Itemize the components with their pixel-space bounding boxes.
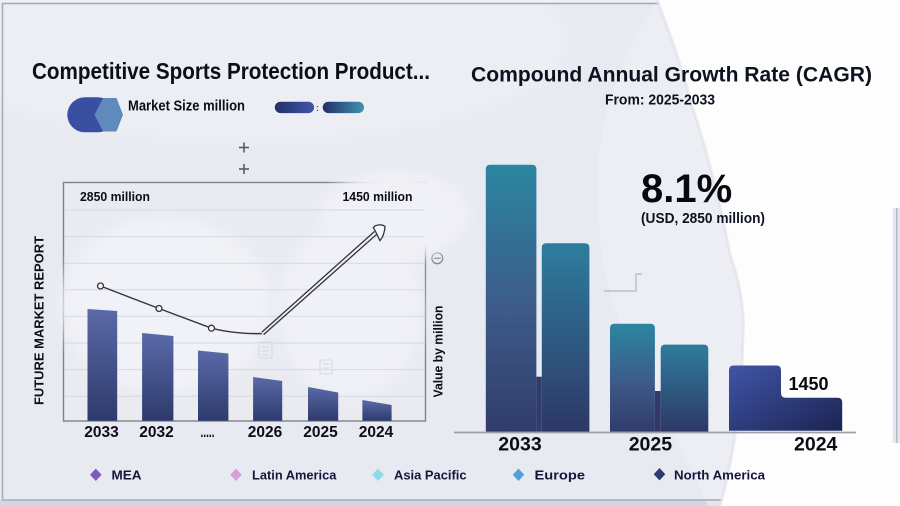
svg-text:.....: ..... xyxy=(201,424,215,441)
svg-text:2026: 2026 xyxy=(248,424,283,441)
svg-text:Europe: Europe xyxy=(535,468,586,483)
svg-text:2024: 2024 xyxy=(794,434,838,456)
svg-text:2025: 2025 xyxy=(303,424,338,441)
svg-text:2033: 2033 xyxy=(498,434,542,456)
svg-text:2850 million: 2850 million xyxy=(80,189,150,204)
svg-text:2032: 2032 xyxy=(139,424,173,441)
svg-text:1450: 1450 xyxy=(789,374,829,394)
svg-text:1450 million: 1450 million xyxy=(343,189,413,204)
svg-text:Compound Annual Growth Rate (C: Compound Annual Growth Rate (CAGR) xyxy=(471,63,872,87)
svg-text:2024: 2024 xyxy=(359,424,394,441)
svg-text::: : xyxy=(316,103,319,113)
svg-text:Competitive Sports Protection: Competitive Sports Protection Product... xyxy=(32,58,430,84)
svg-text:Value by million: Value by million xyxy=(432,306,446,398)
svg-text:2025: 2025 xyxy=(629,434,673,456)
svg-text:Latin America: Latin America xyxy=(252,468,337,483)
svg-text:8.1%: 8.1% xyxy=(641,167,732,211)
svg-text:FUTURE MARKET REPORT: FUTURE MARKET REPORT xyxy=(32,236,47,405)
svg-text:Market Size million: Market Size million xyxy=(128,98,245,115)
svg-text:From: 2025-2033: From: 2025-2033 xyxy=(605,93,715,109)
svg-text:2033: 2033 xyxy=(84,424,119,441)
svg-text:Asia Pacific: Asia Pacific xyxy=(394,468,467,483)
svg-text:(USD, 2850 million): (USD, 2850 million) xyxy=(641,211,765,227)
svg-text:North America: North America xyxy=(674,468,766,483)
svg-text:MEA: MEA xyxy=(112,468,143,483)
